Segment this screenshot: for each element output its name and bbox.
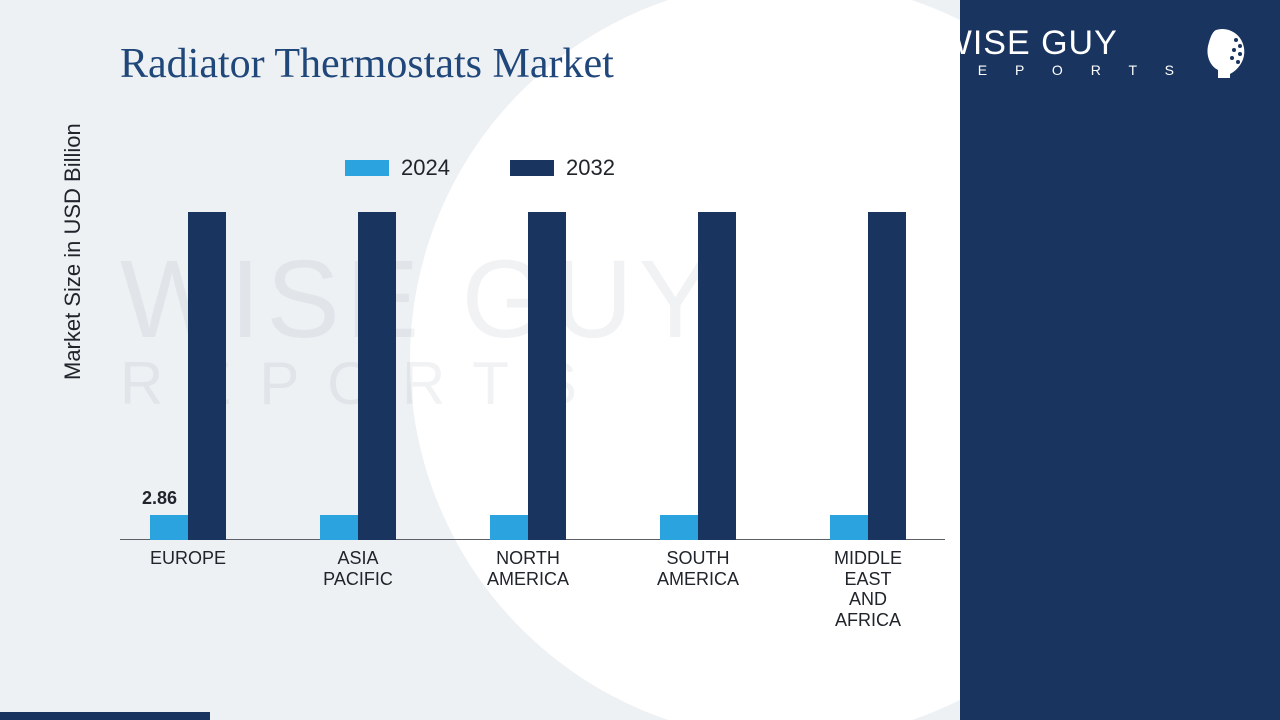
brand-head-icon [1196,24,1252,80]
x-axis-label: ASIAPACIFIC [288,548,428,589]
value-label: 2.86 [142,488,177,509]
legend: 2024 2032 [0,155,960,181]
chart-plot-area: 2.86 [120,195,945,540]
x-axis-labels: EUROPE ASIAPACIFIC NORTHAMERICA SOUTHAMERIC… [120,544,945,664]
bar [830,515,868,540]
bar [188,212,226,540]
brand-band [960,0,1280,720]
legend-item-2024: 2024 [345,155,450,181]
legend-label-2032: 2032 [566,155,615,181]
legend-item-2032: 2032 [510,155,615,181]
bar [150,515,188,540]
bar-group [830,212,906,540]
legend-swatch-2024 [345,160,389,176]
x-axis-label: MIDDLEEASTANDAFRICA [798,548,938,631]
bar [490,515,528,540]
brand-main: WISE GUY [940,26,1186,60]
footer-accent-bar [0,712,210,720]
bar [320,515,358,540]
bar [698,212,736,540]
bar [528,212,566,540]
brand-logo: WISE GUY R E P O R T S [940,24,1252,80]
bar [358,212,396,540]
brand-sub: R E P O R T S [940,62,1186,78]
x-axis-label: EUROPE [118,548,258,569]
x-axis-label: SOUTHAMERICA [628,548,768,589]
bar-group [490,212,566,540]
x-axis-label: NORTHAMERICA [458,548,598,589]
legend-label-2024: 2024 [401,155,450,181]
bar-group [320,212,396,540]
bar-group [660,212,736,540]
chart-title: Radiator Thermostats Market [120,40,614,88]
stage: WISE GUY REPORTS WISE GUY R E P O R T S … [0,0,1280,720]
bar [660,515,698,540]
bar [868,212,906,540]
legend-swatch-2032 [510,160,554,176]
